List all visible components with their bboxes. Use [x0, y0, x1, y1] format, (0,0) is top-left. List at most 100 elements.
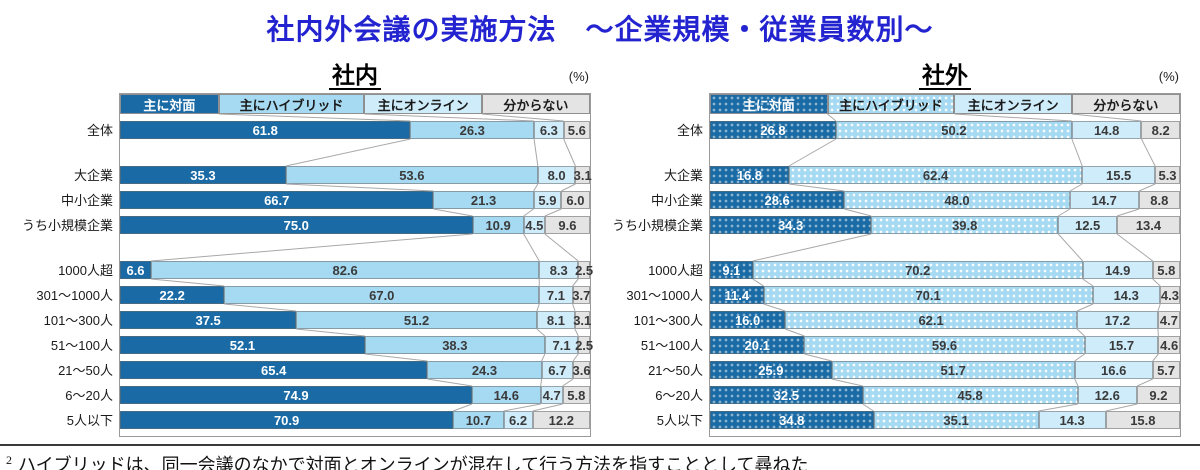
- category-label: 51～100人: [50, 337, 113, 353]
- bar-row: 75.0 10.9 4.5 9.6: [120, 216, 590, 234]
- segment-value: 5.6: [567, 122, 586, 138]
- chart-internal-meetings: 社内 (%) 全体 大企業 中小企業 うち小規模企業 1000人超 301～1000人 10…: [19, 60, 594, 437]
- bar-segment: 70.2: [752, 261, 1083, 279]
- bar-row: 9.1 70.2 14.9 5.8: [710, 261, 1180, 279]
- bar-segment: 14.6: [472, 386, 541, 404]
- group-spacer: [710, 241, 1180, 261]
- bar-segment: 5.8: [562, 386, 590, 404]
- segment-value: 32.5: [773, 387, 799, 403]
- legend-cell: 主に対面: [710, 94, 828, 114]
- bar-segment: 16.8: [710, 166, 789, 184]
- bar-segment: 15.7: [1084, 336, 1159, 354]
- bar-segment: 3.1: [574, 166, 592, 184]
- legend-cell: 主にオンライン: [954, 94, 1072, 114]
- segment-value: 13.4: [1135, 217, 1162, 233]
- bar-segment: 2.5: [575, 261, 594, 279]
- segment-value: 26.3: [459, 122, 485, 138]
- bar-segment: 14.3: [1092, 286, 1160, 304]
- segment-value: 3.1: [573, 312, 592, 328]
- segment-value: 5.9: [538, 192, 557, 208]
- legend-cell: 主に対面: [120, 94, 219, 114]
- category-labels-column: 全体 大企業 中小企業 うち小規模企業 1000人超 301～1000人 101～300人 5…: [609, 93, 709, 437]
- bar-segment: 5.6: [563, 121, 590, 139]
- legend-cell: 分からない: [481, 94, 590, 114]
- bar-row: 34.3 39.8 12.5 13.4: [710, 216, 1180, 234]
- segment-value: 11.4: [724, 287, 750, 303]
- bar-row: 32.5 45.8 12.6 9.2: [710, 386, 1180, 404]
- bar-segment: 17.2: [1077, 311, 1158, 329]
- percent-unit-label: (%): [1158, 69, 1179, 84]
- segment-value: 51.2: [403, 312, 430, 328]
- group-spacer: [609, 240, 703, 260]
- segment-value: 2.5: [575, 262, 594, 278]
- bar-segment: 35.3: [120, 166, 286, 184]
- segment-value: 28.6: [764, 192, 790, 208]
- segment-value: 14.3: [1059, 412, 1085, 428]
- bar-segment: 3.1: [573, 311, 592, 329]
- bar-row: 74.9 14.6 4.7 5.8: [120, 386, 590, 404]
- group-spacer: [710, 146, 1180, 166]
- bar-segment: 5.9: [533, 191, 562, 209]
- segment-value: 5.8: [567, 387, 586, 403]
- segment-value: 66.7: [264, 192, 290, 208]
- segment-value: 9.6: [558, 217, 577, 233]
- bar-segment: 21.3: [433, 191, 534, 209]
- category-label: 5人以下: [656, 412, 703, 428]
- bar-segment: 4.7: [540, 386, 563, 404]
- bar-segment: 8.8: [1138, 191, 1180, 209]
- segment-value: 9.2: [1149, 387, 1168, 403]
- bar-segment: 11.4: [710, 286, 764, 304]
- bar-segment: 5.7: [1152, 361, 1180, 379]
- bar-segment: 14.3: [1038, 411, 1106, 429]
- group-spacer: [609, 145, 703, 165]
- bar-row: 35.3 53.6 8.0 3.1: [120, 166, 592, 184]
- bar-segment: 51.2: [296, 311, 537, 329]
- bar-segment: 28.6: [710, 191, 845, 209]
- page-title: 社内外会議の実施方法 ～企業規模・従業員数別～: [266, 14, 934, 45]
- segment-value: 24.3: [471, 362, 498, 378]
- bar-segment: 34.8: [710, 411, 874, 429]
- bar-segment: 16.6: [1074, 361, 1153, 379]
- category-label: 6～20人: [65, 387, 113, 403]
- category-label: うち小規模企業: [611, 217, 703, 233]
- bar-segment: 26.3: [410, 121, 535, 139]
- bar-segment: 66.7: [120, 191, 434, 209]
- chart-external-meetings: 社外 (%) 全体 大企業 中小企業 うち小規模企業 1000人超 301～1000人 10…: [609, 60, 1181, 437]
- segment-value: 5.7: [1157, 362, 1176, 378]
- plot-area-internal: 主に対面 主にハイブリッド 主にオンライン 分からない 61.8 26.3 6.3 5.6 35…: [119, 93, 594, 437]
- segment-value: 4.5: [525, 217, 544, 233]
- segment-value: 65.4: [261, 362, 287, 378]
- bar-segment: 10.7: [453, 411, 504, 429]
- segment-value: 21.3: [470, 192, 497, 208]
- category-label: 全体: [86, 122, 113, 138]
- bar-segment: 22.2: [120, 286, 225, 304]
- bar-segment: 9.1: [710, 261, 753, 279]
- bar-segment: 14.8: [1071, 121, 1142, 139]
- bar-segment: 32.5: [710, 386, 863, 404]
- segment-value: 14.9: [1105, 262, 1131, 278]
- bar-segment: 12.2: [532, 411, 590, 429]
- bar-segment: 12.6: [1077, 386, 1137, 404]
- footnote: 2 ハイブリッドは、同一会議のなかで対面とオンラインが混在して行う方法を指すことと…: [0, 444, 1200, 470]
- bar-segment: 9.2: [1136, 386, 1180, 404]
- bar-segment: 82.6: [151, 261, 540, 279]
- bar-segment: 8.3: [539, 261, 579, 279]
- segment-value: 4.6: [1160, 337, 1179, 353]
- segment-value: 12.2: [548, 412, 574, 428]
- segment-value: 34.8: [779, 412, 805, 428]
- legend-row: 主に対面 主にハイブリッド 主にオンライン 分からない: [120, 94, 590, 114]
- legend-cell: 分からない: [1071, 94, 1180, 114]
- bar-segment: 50.2: [835, 121, 1072, 139]
- bar-segment: 6.6: [120, 261, 152, 279]
- category-label: 1000人超: [648, 262, 703, 278]
- bar-segment: 70.1: [763, 286, 1093, 304]
- bar-segment: 7.1: [539, 286, 573, 304]
- segment-value: 4.3: [1160, 287, 1179, 303]
- bar-segment: 3.7: [572, 286, 590, 304]
- segment-value: 6.7: [548, 362, 567, 378]
- bar-segment: 9.6: [544, 216, 590, 234]
- segment-value: 45.8: [957, 387, 983, 403]
- bar-segment: 52.1: [120, 336, 365, 354]
- segment-value: 6.3: [539, 122, 558, 138]
- bar-segment: 38.3: [364, 336, 545, 354]
